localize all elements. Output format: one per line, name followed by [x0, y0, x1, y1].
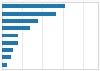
Bar [2, 48, 13, 52]
Bar [2, 12, 56, 16]
Bar [2, 55, 11, 59]
Bar [2, 41, 18, 45]
Bar [2, 19, 38, 23]
Bar [2, 34, 18, 37]
Bar [2, 26, 29, 30]
Bar [2, 63, 7, 67]
Bar [2, 4, 64, 8]
